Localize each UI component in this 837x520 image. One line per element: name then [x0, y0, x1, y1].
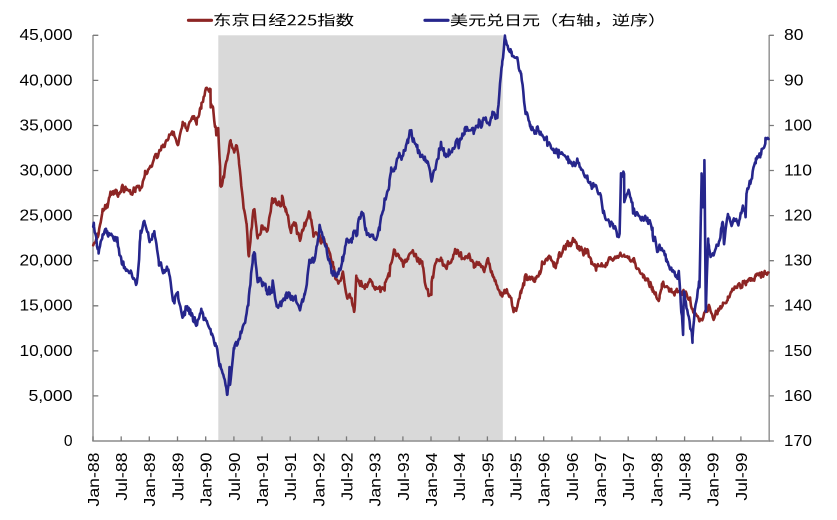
svg-text:45,000: 45,000 [20, 27, 73, 44]
svg-text:Jul-99: Jul-99 [734, 453, 751, 501]
svg-text:Jan-90: Jan-90 [199, 452, 216, 506]
svg-text:120: 120 [784, 208, 812, 225]
svg-text:Jul-89: Jul-89 [170, 453, 187, 501]
svg-text:Jul-97: Jul-97 [621, 453, 638, 501]
svg-text:Jul-88: Jul-88 [114, 453, 131, 501]
svg-text:170: 170 [784, 433, 812, 450]
svg-text:Jul-90: Jul-90 [227, 452, 244, 501]
svg-text:160: 160 [784, 388, 812, 405]
svg-text:100: 100 [784, 117, 812, 134]
svg-text:Jan-96: Jan-96 [537, 453, 554, 507]
svg-text:150: 150 [784, 343, 812, 360]
svg-text:Jul-93: Jul-93 [396, 453, 413, 501]
svg-text:110: 110 [784, 162, 812, 179]
svg-text:Jul-94: Jul-94 [452, 452, 469, 501]
svg-text:Jan-99: Jan-99 [706, 453, 723, 507]
svg-text:20,000: 20,000 [20, 253, 73, 270]
svg-text:140: 140 [784, 298, 812, 315]
svg-text:Jan-92: Jan-92 [311, 453, 328, 507]
svg-text:35,000: 35,000 [20, 117, 73, 134]
svg-text:Jul-92: Jul-92 [339, 453, 356, 501]
svg-text:Jul-96: Jul-96 [565, 453, 582, 501]
svg-text:10,000: 10,000 [20, 343, 73, 360]
svg-text:80: 80 [784, 27, 804, 44]
svg-text:40,000: 40,000 [20, 72, 73, 89]
svg-text:Jul-98: Jul-98 [678, 453, 695, 501]
svg-text:Jan-98: Jan-98 [649, 453, 666, 507]
svg-text:Jan-95: Jan-95 [480, 452, 497, 506]
svg-text:30,000: 30,000 [20, 162, 73, 179]
svg-text:90: 90 [784, 72, 804, 89]
svg-text:Jan-88: Jan-88 [86, 453, 103, 507]
svg-text:5,000: 5,000 [29, 388, 73, 405]
svg-text:Jan-94: Jan-94 [424, 452, 441, 506]
svg-text:Jan-91: Jan-91 [255, 453, 272, 507]
svg-text:0: 0 [64, 433, 73, 450]
svg-text:Jul-95: Jul-95 [508, 452, 525, 501]
svg-text:15,000: 15,000 [20, 298, 73, 315]
svg-text:130: 130 [784, 253, 812, 270]
svg-text:Jan-93: Jan-93 [368, 453, 385, 507]
svg-text:Jan-97: Jan-97 [593, 453, 610, 507]
svg-text:25,000: 25,000 [20, 208, 73, 225]
svg-text:Jan-89: Jan-89 [142, 453, 159, 507]
svg-text:Jul-91: Jul-91 [283, 453, 300, 501]
